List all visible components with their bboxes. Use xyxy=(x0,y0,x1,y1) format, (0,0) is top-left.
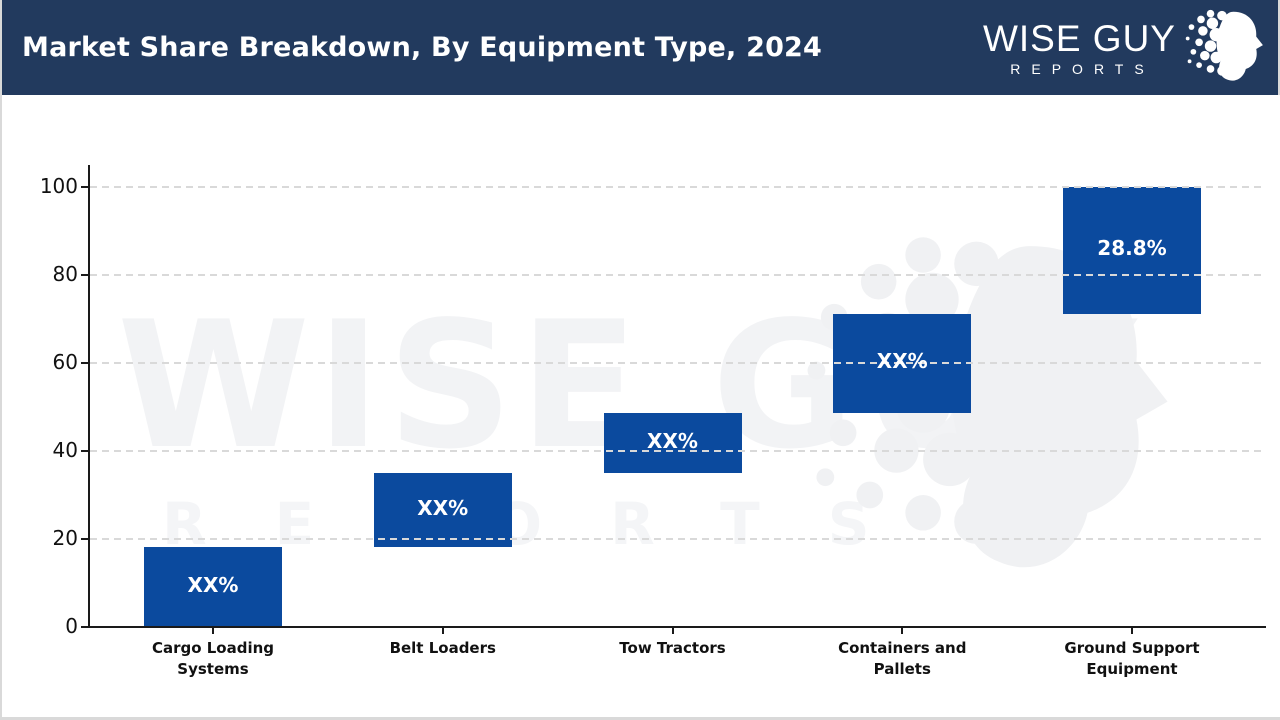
bar-segment xyxy=(603,413,742,473)
x-category-label: Ground Support Equipment xyxy=(1064,639,1200,678)
bar-segment xyxy=(1063,187,1201,314)
x-category-label: Cargo Loading Systems xyxy=(151,639,275,678)
bar-value-label: XX% xyxy=(876,349,928,374)
y-tick-mark xyxy=(81,186,88,188)
bar-value-label: 28.8% xyxy=(1097,236,1167,261)
watermark-subtext: REPORTS xyxy=(162,490,938,558)
x-category-label: Containers and Pallets xyxy=(838,639,967,678)
x-tick-mark xyxy=(901,628,904,634)
brand-logo-text: WISE GUY REPORTS xyxy=(983,20,1176,76)
y-tick-label: 80 xyxy=(52,262,78,286)
y-tick-mark xyxy=(81,274,88,276)
chart-plot-area: WISE GUY REPORTS 0 20 40 60 80 100 XX% Cargo Lo… xyxy=(2,95,1280,717)
x-axis-line xyxy=(88,626,1266,628)
gridline-20 xyxy=(90,538,1264,540)
bar-value-label: XX% xyxy=(187,572,239,597)
y-tick-mark xyxy=(81,538,88,540)
y-tick-mark xyxy=(81,450,88,452)
y-tick-label: 0 xyxy=(65,614,78,638)
y-tick-mark xyxy=(81,626,88,628)
x-tick-mark xyxy=(671,628,674,634)
bar-value-label: XX% xyxy=(647,429,698,454)
y-tick-label: 40 xyxy=(52,438,78,462)
bar-segment xyxy=(373,473,512,547)
y-tick-label: 100 xyxy=(39,174,78,198)
bar-segment xyxy=(144,546,282,627)
x-tick-mark xyxy=(212,628,214,634)
bar-value-label: XX% xyxy=(417,495,469,520)
y-tick-label: 60 xyxy=(52,350,78,374)
header-banner: Market Share Breakdown, By Equipment Typ… xyxy=(2,0,1278,95)
x-category-label: Tow Tractors xyxy=(619,639,726,657)
y-tick-label: 20 xyxy=(52,526,78,550)
gridline-80 xyxy=(90,274,1264,276)
brand-head-dots-icon xyxy=(1185,9,1263,81)
brand-subtitle: REPORTS xyxy=(1010,60,1155,77)
gridline-60 xyxy=(90,362,1264,364)
y-axis-line xyxy=(88,165,90,628)
y-tick-mark xyxy=(81,362,88,364)
brand-name: WISE GUY xyxy=(982,17,1176,59)
x-tick-mark xyxy=(441,628,444,634)
page-title: Market Share Breakdown, By Equipment Typ… xyxy=(22,32,823,63)
brand-logo: WISE GUY REPORTS xyxy=(983,8,1264,88)
x-category-label: Belt Loaders xyxy=(389,639,496,657)
gridline-40 xyxy=(90,450,1264,452)
gridline-100 xyxy=(90,186,1264,188)
x-tick-mark xyxy=(1131,628,1133,634)
